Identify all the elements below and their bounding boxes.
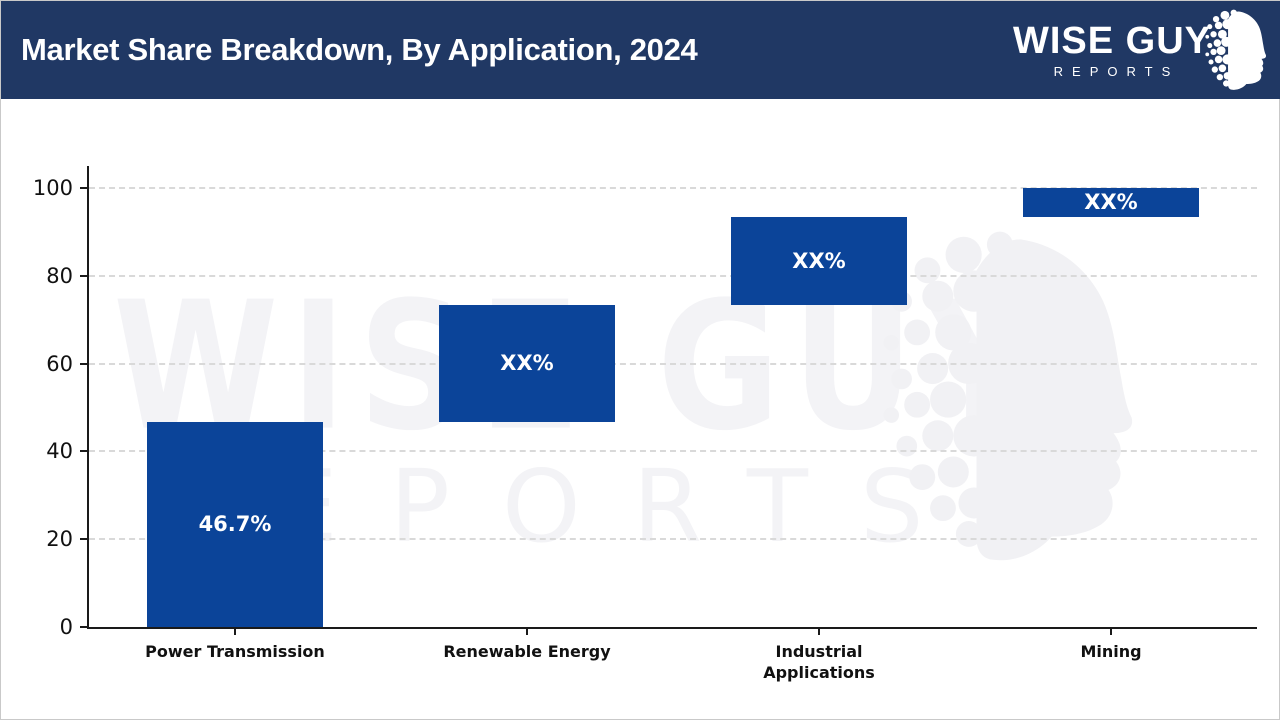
ytick-label-80: 80 [46,263,73,288]
bar-value-label-renewable-energy: XX% [500,351,554,376]
ytick-label-100: 100 [32,175,73,200]
ytick-label-0: 0 [59,615,73,639]
xtick-label-mining: Mining [1080,642,1142,661]
logo-head-icon [1203,9,1267,91]
gridline-20 [89,538,1257,541]
ytick-mark-20 [80,538,89,541]
logo-wordmark-top: WISE GUY [1012,19,1211,62]
bar-power-transmission: 46.7% [147,421,323,627]
y-axis-spine [87,166,89,629]
ytick-label-60: 60 [46,351,73,376]
bar-value-label-mining: XX% [1084,190,1138,215]
bar-mining: XX% [1023,187,1199,218]
xtick-mark-power-transmission [234,629,236,635]
wiseguy-logo: WISE GUY REPORTS [1013,9,1267,91]
ytick-label-20: 20 [46,527,73,552]
gridline-100 [89,186,1257,189]
bar-renewable-energy: XX% [439,305,615,422]
xtick-mark-industrial-applications [818,629,820,635]
gridline-40 [89,450,1257,453]
page-title: Market Share Breakdown, By Application, … [21,32,698,67]
logo-wordmark: WISE GUY REPORTS [1013,22,1211,79]
xtick-mark-mining [1110,629,1112,635]
ytick-label-40: 40 [46,439,73,464]
xtick-mark-renewable-energy [526,629,528,635]
ytick-mark-80 [80,274,89,277]
xtick-label-renewable-energy: Renewable Energy [443,642,611,661]
gridline-80 [89,274,1257,277]
bar-value-label-industrial-applications: XX% [792,248,846,273]
header-bar: Market Share Breakdown, By Application, … [1,1,1280,99]
gridline-60 [89,362,1257,365]
ytick-mark-40 [80,450,89,453]
xtick-label-industrial-applications: Industrial Applications [763,642,875,682]
bar-value-label-power-transmission: 46.7% [198,511,272,536]
ytick-mark-100 [80,186,89,189]
x-axis-spine [87,627,1257,629]
bar-industrial-applications: XX% [731,217,907,306]
logo-wordmark-bottom: REPORTS [1053,63,1180,79]
ytick-mark-0 [80,626,89,628]
chart-area: WISE GUY REPORTS 0 20 40 60 80 100 46.7% Power … [1,99,1279,719]
ytick-mark-60 [80,362,89,365]
plot-area: 0 20 40 60 80 100 46.7% Power Transmission XX% Re… [1,99,1279,719]
xtick-label-power-transmission: Power Transmission [145,642,325,661]
